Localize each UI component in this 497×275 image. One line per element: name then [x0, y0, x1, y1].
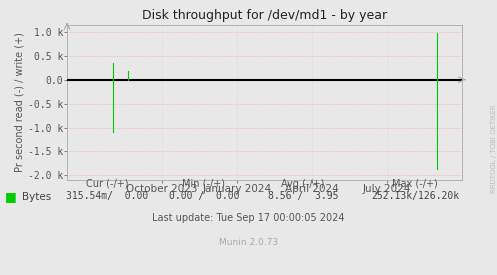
- Text: Munin 2.0.73: Munin 2.0.73: [219, 238, 278, 247]
- Y-axis label: Pr second read (-) / write (+): Pr second read (-) / write (+): [15, 32, 25, 172]
- Text: 252.13k/126.20k: 252.13k/126.20k: [371, 191, 459, 201]
- Text: Max (-/+): Max (-/+): [392, 179, 438, 189]
- Text: Cur (-/+): Cur (-/+): [85, 179, 128, 189]
- Text: 0.00 /  0.00: 0.00 / 0.00: [168, 191, 239, 201]
- Text: 315.54m/  0.00: 315.54m/ 0.00: [66, 191, 148, 201]
- Text: ■: ■: [5, 190, 17, 203]
- Text: Min (-/+): Min (-/+): [182, 179, 225, 189]
- Title: Disk throughput for /dev/md1 - by year: Disk throughput for /dev/md1 - by year: [142, 9, 387, 22]
- Text: Last update: Tue Sep 17 00:00:05 2024: Last update: Tue Sep 17 00:00:05 2024: [152, 213, 345, 223]
- Text: Bytes: Bytes: [22, 192, 52, 202]
- Text: RRDTOOL / TOBI OETIKER: RRDTOOL / TOBI OETIKER: [491, 104, 497, 193]
- Text: Avg (-/+): Avg (-/+): [281, 179, 325, 189]
- Text: 8.56 /  3.95: 8.56 / 3.95: [268, 191, 338, 201]
